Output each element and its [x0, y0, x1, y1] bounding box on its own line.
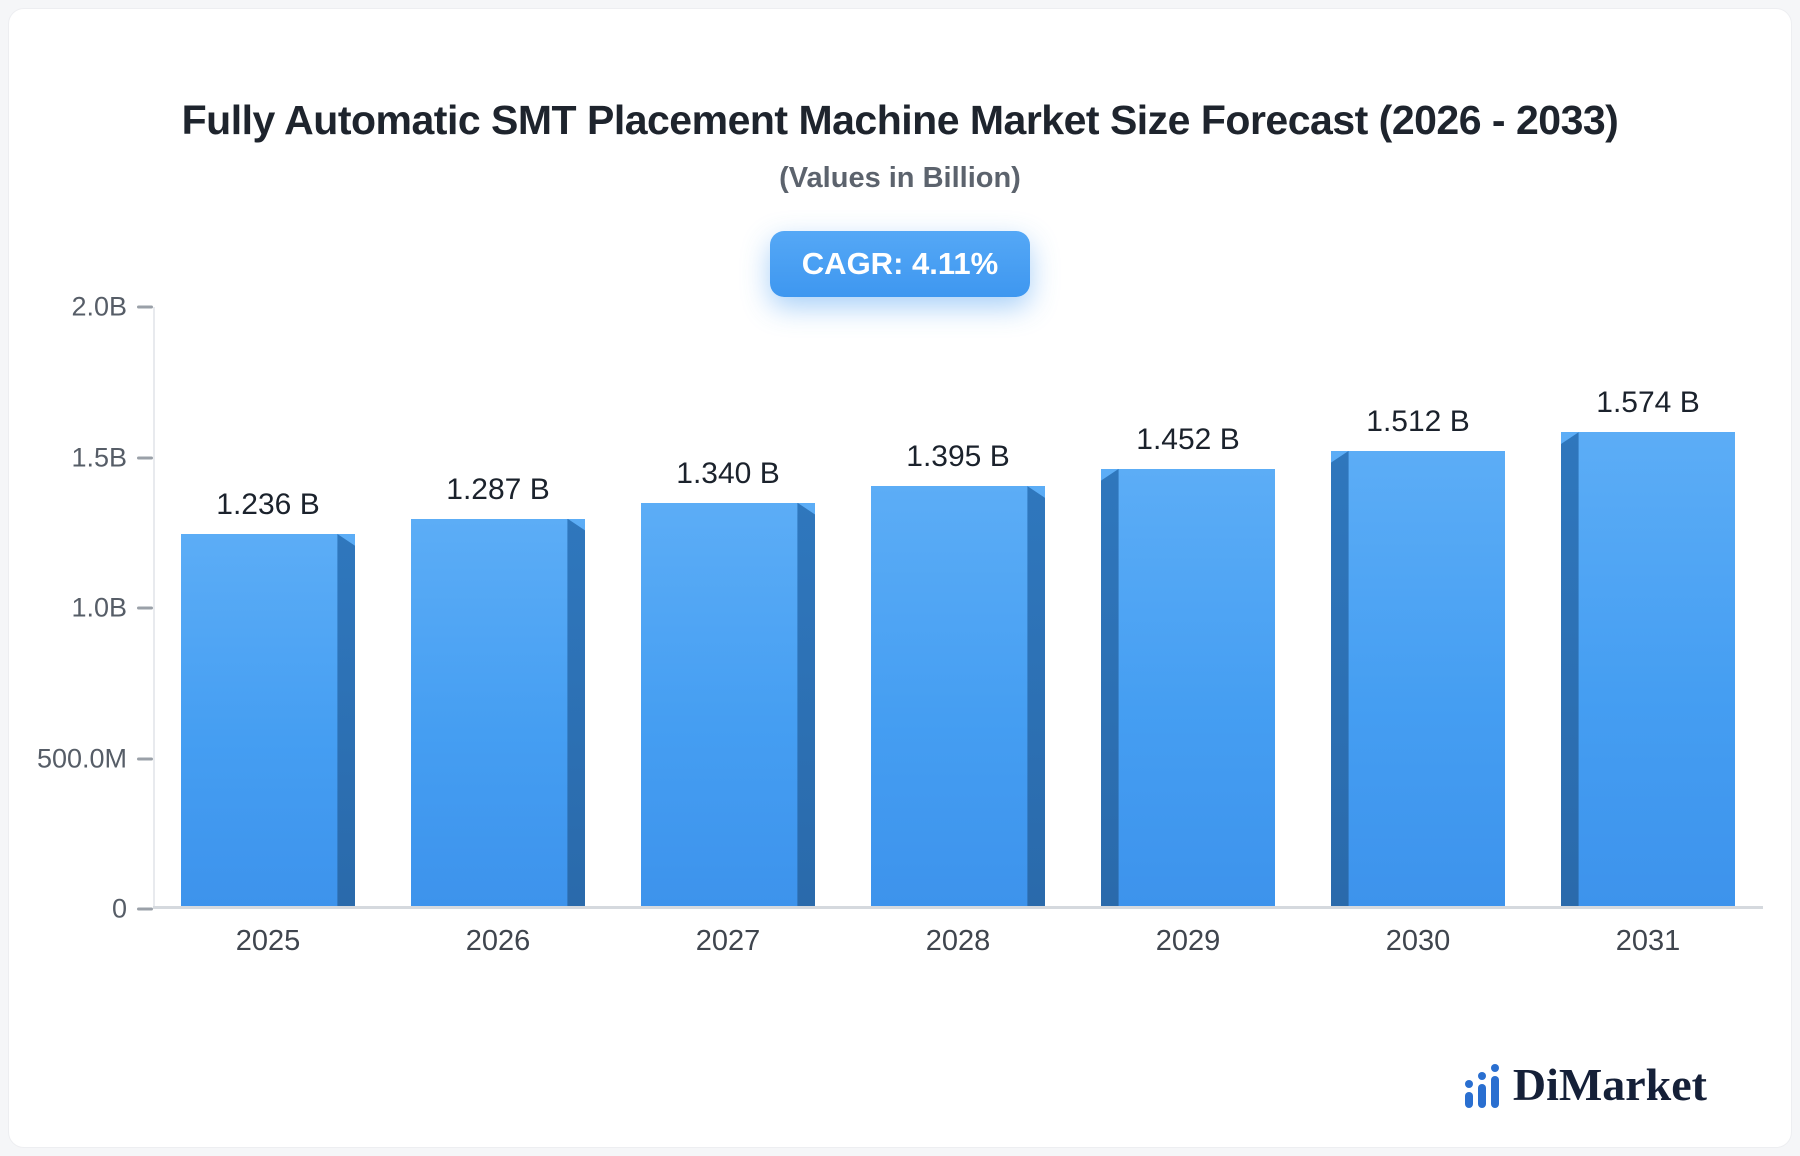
bar — [870, 486, 1046, 906]
x-tick-label: 2025 — [235, 925, 301, 957]
y-tick-label: 1.0B — [71, 592, 127, 623]
y-tick-label: 500.0M — [36, 743, 127, 773]
tick-mark — [137, 907, 153, 911]
x-axis: 2025 2026 2027 2028 2029 2030 2031 — [153, 925, 1763, 958]
logo-icon-bar — [1464, 1079, 1473, 1108]
y-axis: 0 500.0M 1.0B 1.5B 2.0B — [35, 292, 153, 924]
y-tick-label: 1.5B — [71, 442, 127, 472]
bar — [1560, 432, 1736, 906]
bar-value-label: 1.395 B — [906, 440, 1010, 474]
bar-chart: 0 500.0M 1.0B 1.5B 2.0B 1.236 B 1.287 B 1.340 … — [35, 292, 1763, 958]
y-tick: 0 — [112, 894, 153, 925]
bar-value-label: 1.512 B — [1366, 404, 1470, 438]
tick-mark — [137, 606, 153, 610]
bar-group: 1.236 B — [153, 307, 383, 906]
x-tick-label: 2027 — [695, 925, 761, 957]
bar-group: 1.287 B — [383, 307, 613, 906]
bar-group: 1.395 B — [843, 307, 1073, 906]
chart-subtitle: (Values in Billion) — [779, 162, 1021, 194]
bar-value-label: 1.340 B — [676, 456, 780, 490]
x-tick-label: 2029 — [1155, 925, 1221, 957]
bar-value-label: 1.452 B — [1136, 422, 1240, 456]
chart-title: Fully Automatic SMT Placement Machine Ma… — [181, 97, 1619, 143]
cagr-badge: CAGR: 4.11% — [769, 231, 1031, 297]
bar — [180, 534, 356, 906]
tick-mark — [137, 757, 153, 760]
y-tick: 1.5B — [71, 442, 153, 473]
y-tick-label: 2.0B — [71, 291, 127, 322]
bar-chart-icon — [1464, 1062, 1499, 1108]
bar — [1330, 450, 1506, 906]
y-tick: 2.0B — [71, 292, 153, 323]
bar — [1100, 468, 1276, 906]
bar-value-label: 1.287 B — [446, 472, 550, 506]
bar-group: 1.340 B — [613, 307, 843, 906]
tick-mark — [137, 456, 153, 459]
y-tick: 1.0B — [71, 593, 153, 624]
brand-logo: DiMarket — [1464, 1058, 1707, 1111]
bars-area: 1.236 B 1.287 B 1.340 B 1.395 B 1.452 B 1.512… — [153, 307, 1763, 909]
x-tick-label: 2030 — [1385, 925, 1451, 957]
chart-card: Fully Automatic SMT Placement Machine Ma… — [8, 8, 1792, 1148]
logo-icon-bar — [1477, 1071, 1486, 1108]
bar-value-label: 1.236 B — [216, 488, 320, 521]
brand-name: DiMarket — [1512, 1059, 1707, 1110]
y-tick: 500.0M — [37, 743, 153, 774]
bar — [410, 518, 586, 906]
x-tick-label: 2026 — [465, 925, 531, 957]
bar — [640, 502, 816, 906]
y-tick-label: 0 — [111, 893, 127, 924]
plot-area: 1.236 B 1.287 B 1.340 B 1.395 B 1.452 B 1.512… — [153, 307, 1763, 958]
x-tick-label: 2031 — [1615, 925, 1681, 957]
bar-group: 1.512 B — [1303, 307, 1533, 906]
x-tick-label: 2028 — [925, 925, 991, 957]
tick-mark — [137, 305, 153, 309]
logo-icon-bar — [1490, 1063, 1499, 1108]
badge-row: CAGR: 4.11% — [9, 231, 1791, 297]
bar-group: 1.574 B — [1533, 307, 1763, 906]
bar-group: 1.452 B — [1073, 307, 1303, 906]
bar-value-label: 1.574 B — [1596, 386, 1700, 420]
